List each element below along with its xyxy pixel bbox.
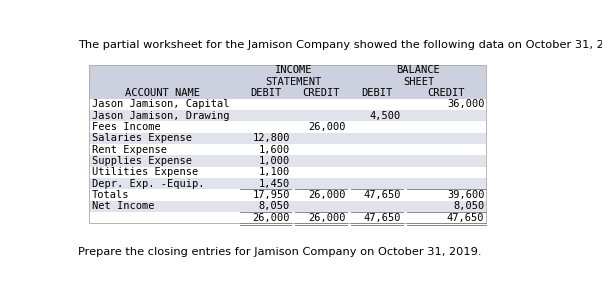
FancyBboxPatch shape	[89, 167, 486, 178]
Text: 36,000: 36,000	[447, 99, 485, 109]
Text: CREDIT: CREDIT	[302, 88, 340, 98]
Text: 8,050: 8,050	[453, 201, 485, 211]
Text: Jason Jamison, Capital: Jason Jamison, Capital	[92, 99, 229, 109]
Text: SHEET: SHEET	[403, 77, 434, 87]
FancyBboxPatch shape	[89, 155, 486, 167]
Text: DEBIT: DEBIT	[250, 88, 281, 98]
FancyBboxPatch shape	[89, 99, 486, 110]
FancyBboxPatch shape	[89, 121, 486, 133]
Text: 47,650: 47,650	[364, 190, 401, 200]
Text: STATEMENT: STATEMENT	[265, 77, 321, 87]
Text: 26,000: 26,000	[308, 213, 346, 223]
FancyBboxPatch shape	[89, 212, 486, 223]
Text: 1,000: 1,000	[259, 156, 290, 166]
FancyBboxPatch shape	[89, 76, 486, 87]
FancyBboxPatch shape	[89, 144, 486, 155]
Text: CREDIT: CREDIT	[427, 88, 465, 98]
Text: Salaries Expense: Salaries Expense	[92, 133, 191, 143]
Text: 26,000: 26,000	[308, 190, 346, 200]
Text: 39,600: 39,600	[447, 190, 485, 200]
FancyBboxPatch shape	[89, 65, 486, 76]
Text: Depr. Exp. -Equip.: Depr. Exp. -Equip.	[92, 178, 204, 188]
Text: 12,800: 12,800	[253, 133, 290, 143]
Text: 1,100: 1,100	[259, 167, 290, 177]
FancyBboxPatch shape	[89, 178, 486, 189]
Text: 4,500: 4,500	[370, 111, 401, 121]
Text: 1,450: 1,450	[259, 178, 290, 188]
Text: 8,050: 8,050	[259, 201, 290, 211]
Text: 17,950: 17,950	[253, 190, 290, 200]
Text: BALANCE: BALANCE	[397, 65, 440, 75]
Text: Fees Income: Fees Income	[92, 122, 160, 132]
Text: Jason Jamison, Drawing: Jason Jamison, Drawing	[92, 111, 229, 121]
Text: Rent Expense: Rent Expense	[92, 145, 167, 155]
Text: 26,000: 26,000	[308, 122, 346, 132]
Text: Utilities Expense: Utilities Expense	[92, 167, 198, 177]
FancyBboxPatch shape	[89, 133, 486, 144]
Text: Totals: Totals	[92, 190, 129, 200]
Text: Prepare the closing entries for Jamison Company on October 31, 2019.: Prepare the closing entries for Jamison …	[78, 247, 481, 257]
Text: 1,600: 1,600	[259, 145, 290, 155]
FancyBboxPatch shape	[89, 110, 486, 121]
Text: The partial worksheet for the Jamison Company showed the following data on Octob: The partial worksheet for the Jamison Co…	[78, 40, 602, 50]
FancyBboxPatch shape	[89, 87, 486, 99]
Text: 26,000: 26,000	[253, 213, 290, 223]
Text: DEBIT: DEBIT	[361, 88, 393, 98]
Text: 47,650: 47,650	[364, 213, 401, 223]
FancyBboxPatch shape	[89, 201, 486, 212]
Text: 47,650: 47,650	[447, 213, 485, 223]
Text: INCOME: INCOME	[275, 65, 312, 75]
Text: Supplies Expense: Supplies Expense	[92, 156, 191, 166]
Text: Net Income: Net Income	[92, 201, 154, 211]
Text: ACCOUNT NAME: ACCOUNT NAME	[125, 88, 200, 98]
FancyBboxPatch shape	[89, 189, 486, 201]
